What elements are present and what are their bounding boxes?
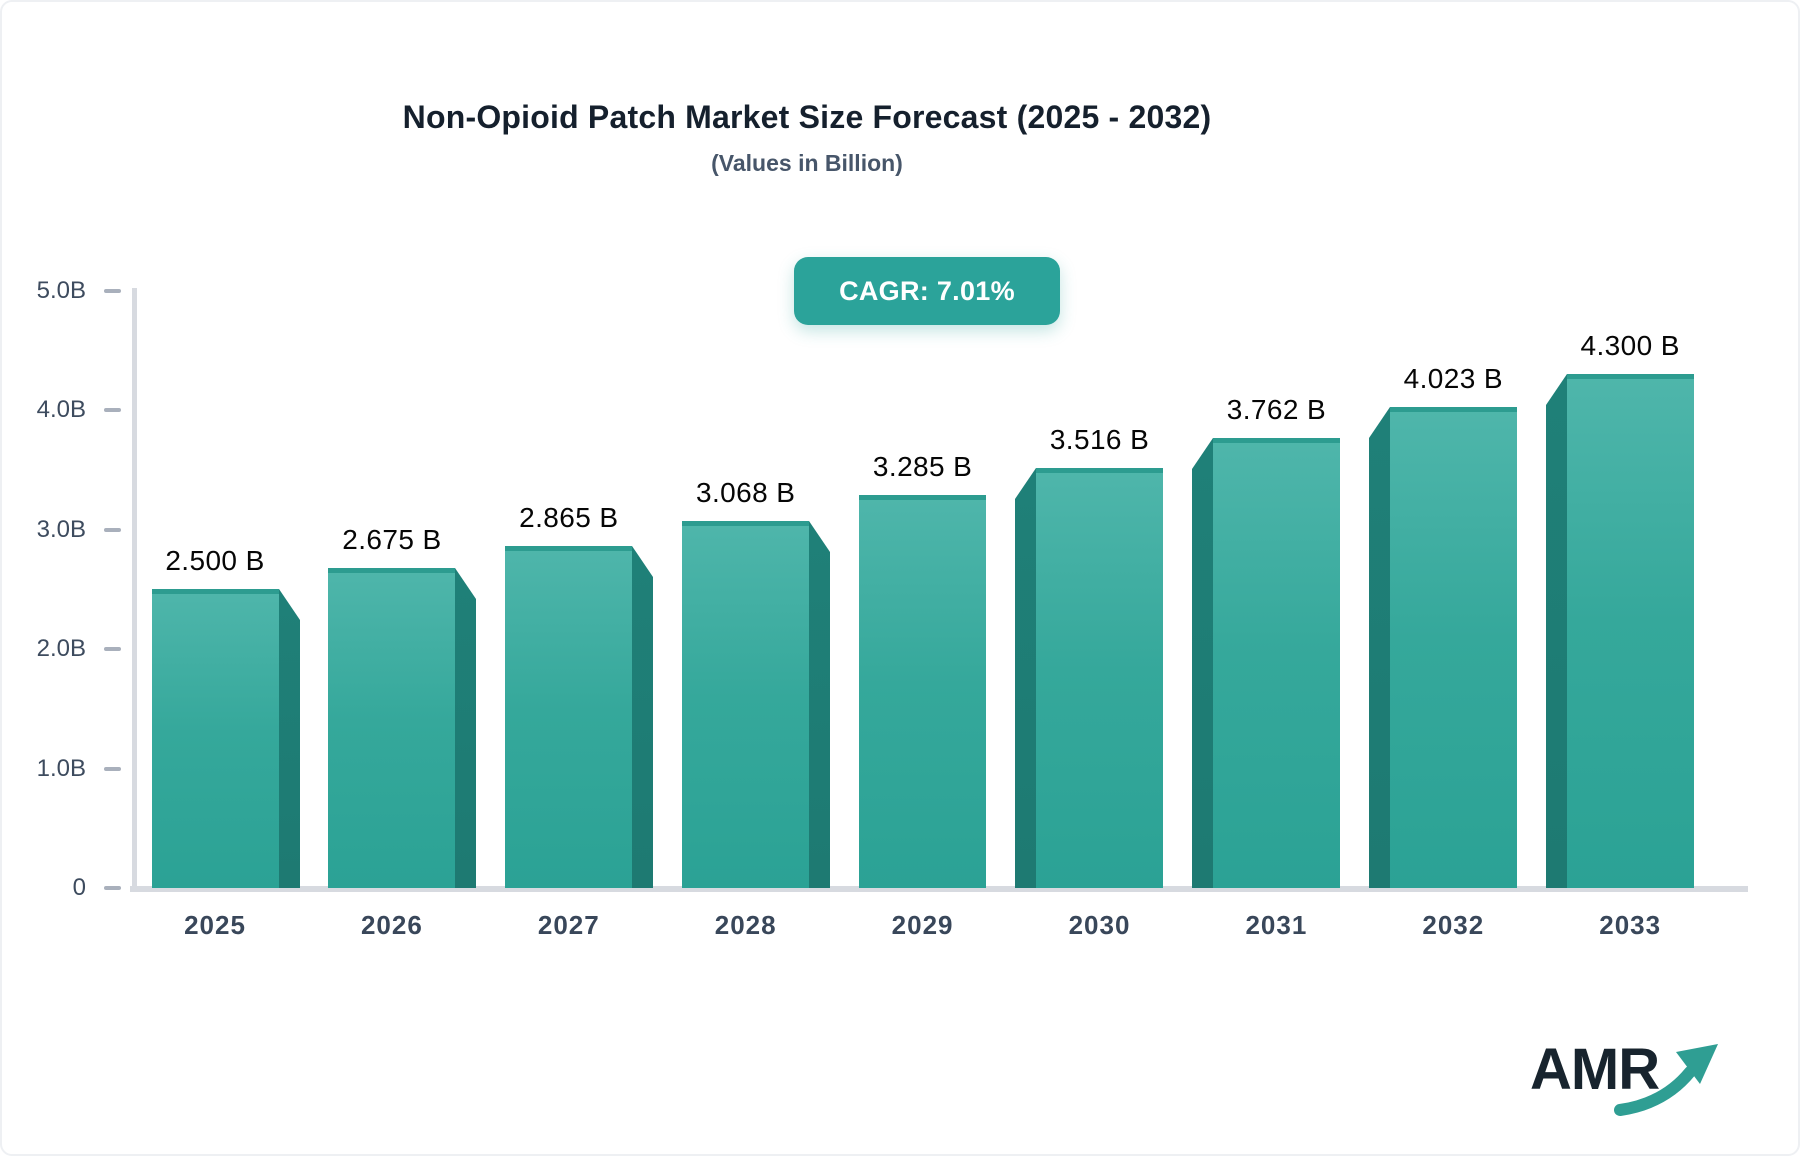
cagr-badge: CAGR: 7.01%	[794, 257, 1060, 325]
y-tick-dash	[104, 886, 121, 890]
bar-3d-side	[809, 521, 830, 888]
x-tick-label: 2032	[1422, 910, 1485, 940]
x-tick-label: 2029	[891, 910, 954, 940]
x-axis-baseline	[130, 886, 1748, 892]
y-tick-dash	[104, 527, 121, 532]
bar[interactable]	[1390, 407, 1517, 888]
bar-3d-side	[1369, 407, 1390, 888]
chart-title: Non-Opioid Patch Market Size Forecast (2…	[402, 99, 1212, 135]
y-tick-dash	[104, 408, 121, 412]
bar[interactable]	[859, 495, 986, 888]
bar-value-label: 4.023 B	[1403, 363, 1503, 394]
growth-arrow-icon	[1614, 1044, 1718, 1116]
bar-3d-side	[1015, 468, 1036, 888]
x-tick-label: 2031	[1245, 910, 1308, 940]
y-tick-label: 0	[72, 874, 86, 901]
bar-top-cap	[505, 546, 632, 551]
y-tick-label: 5.0B	[36, 276, 86, 304]
bar-top-cap	[682, 521, 809, 526]
bar-value-label: 2.865 B	[519, 502, 619, 533]
bar[interactable]	[682, 521, 809, 888]
bar-3d-side	[455, 568, 476, 888]
bar[interactable]	[1567, 374, 1694, 888]
x-tick-label: 2026	[360, 910, 423, 940]
x-tick-label: 2028	[714, 910, 777, 940]
amr-logo: AMR	[1530, 1036, 1750, 1126]
y-tick-label: 4.0B	[36, 396, 86, 423]
chart-subtitle: (Values in Billion)	[711, 150, 903, 176]
x-tick-label: 2033	[1599, 910, 1662, 940]
bar-value-label: 2.675 B	[342, 524, 442, 555]
x-tick-label: 2025	[184, 910, 246, 940]
bar-3d-side	[1192, 438, 1213, 888]
bar-value-label: 3.516 B	[1049, 424, 1150, 455]
bar-value-label: 3.762 B	[1226, 394, 1327, 425]
y-axis-line	[132, 288, 137, 888]
bar[interactable]	[505, 546, 632, 888]
bar-top-cap	[859, 495, 986, 500]
bar-top-cap	[1567, 374, 1694, 379]
bar-value-label: 2.500 B	[165, 545, 265, 576]
bar-value-label: 4.300 B	[1580, 330, 1680, 361]
bar[interactable]	[328, 568, 455, 888]
bar[interactable]	[1213, 438, 1340, 888]
amr-logo-text: AMR	[1530, 1037, 1660, 1102]
bar-top-cap	[1036, 468, 1163, 473]
bar-top-cap	[152, 589, 279, 594]
bar-3d-side	[279, 589, 300, 888]
bar[interactable]	[152, 589, 279, 888]
y-tick-label: 3.0B	[36, 515, 86, 543]
bar-top-cap	[1213, 438, 1340, 443]
y-tick-dash	[104, 766, 121, 771]
bar-value-label: 3.285 B	[872, 451, 973, 482]
y-tick-dash	[104, 647, 121, 651]
y-tick-label: 1.0B	[36, 754, 86, 782]
bar-top-cap	[328, 568, 455, 573]
y-tick-label: 2.0B	[36, 635, 86, 662]
bar-top-cap	[1390, 407, 1517, 412]
bar[interactable]	[1036, 468, 1163, 888]
bar-3d-side	[632, 546, 653, 888]
y-tick-dash	[104, 288, 121, 293]
bar-value-label: 3.068 B	[696, 477, 796, 508]
x-tick-label: 2030	[1068, 910, 1131, 940]
bar-3d-side	[1546, 374, 1567, 888]
x-tick-label: 2027	[537, 910, 600, 940]
